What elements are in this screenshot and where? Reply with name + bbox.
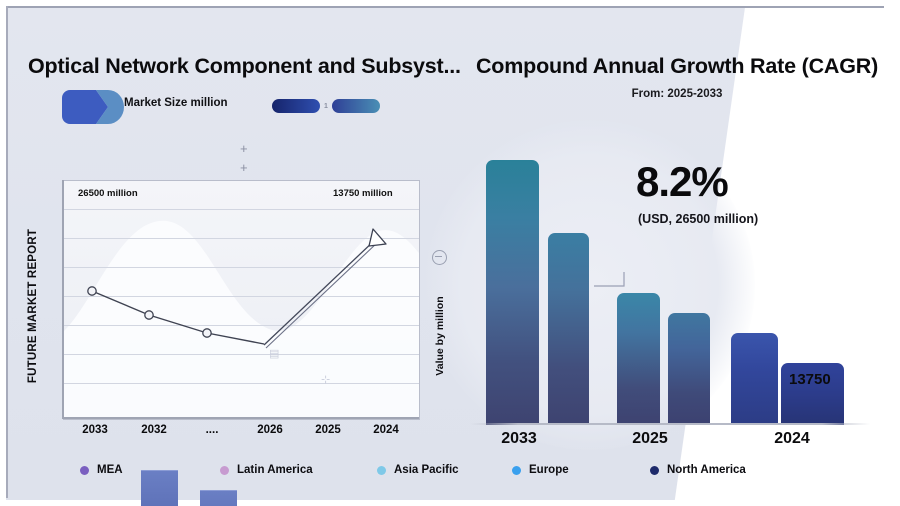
left-chart-plot-area: ▤ ⊹ [63,180,420,506]
legend-pills: 1 [272,99,380,113]
page-title-left: Optical Network Component and Subsyst... [28,54,461,78]
cagr-value: 8.2% [636,158,729,205]
legend-label-mea: MEA [97,464,123,476]
x-tick-dots: .... [205,424,219,436]
legend-label-asia-pacific: Asia Pacific [394,464,459,476]
rx-tick-2033: 2033 [501,430,537,447]
rbar-2033-secondary [548,233,589,425]
legend-dot-latin-america [220,465,229,475]
left-chart-bars [127,361,482,506]
rx-tick-2025: 2025 [632,430,668,447]
rbar-2025-secondary [668,313,710,425]
x-tick-2025: 2025 [315,424,341,436]
left-chart-secondary-y-label: Value by million [434,296,446,376]
slab-left-edge [6,6,8,498]
bar-2033 [141,470,178,506]
legend-pill-separator: 1 [324,102,328,110]
plus-icon-2: + [240,160,248,175]
legend-item-asia-pacific[interactable]: Asia Pacific [377,464,459,476]
x-tick-2032: 2032 [141,424,167,436]
legend-item-europe[interactable]: Europe [512,464,569,476]
slab-top-edge [6,6,884,8]
minus-circle-icon [432,250,447,265]
legend-item-north-america[interactable]: North America [650,464,746,476]
right-chart-baseline [470,423,870,425]
market-size-label: Market Size million [124,97,228,109]
legend-dot-north-america [650,465,659,475]
right-chart-tick-marker [594,272,625,287]
legend-item-latin-america[interactable]: Latin America [220,464,313,476]
left-chart-y-axis [62,180,64,419]
rbar-2033-primary [486,160,539,425]
left-chart-value-start: 26500 million [78,188,138,199]
cagr-units: (USD, 26500 million) [638,212,759,226]
left-chart-value-end: 13750 million [333,188,393,199]
legend-label-latin-america: Latin America [237,464,313,476]
right-chart-data-label: 13750 [789,371,831,388]
legend-pill-primary [272,99,320,113]
legend-dot-mea [80,465,89,475]
rbar-2025-primary [617,293,660,425]
left-chart-x-axis [62,417,419,419]
x-tick-2026: 2026 [257,424,283,436]
plus-icon-1: + [240,141,248,156]
rbar-2024-secondary [781,363,844,425]
legend-dot-europe [512,465,521,475]
rbar-2024-primary [731,333,778,425]
left-chart-x-tick-labels: 2033 2032 .... 2026 2025 2024 [63,424,420,444]
ghost-icon-square: ⊹ [321,374,331,386]
bar-2032 [200,490,237,506]
legend-dot-asia-pacific [377,465,386,475]
region-legend: MEA Latin America Asia Pacific Europe No… [80,464,820,488]
right-chart-x-tick-labels: 2033 2025 2024 [470,430,880,454]
ghost-icon-list: ▤ [269,348,280,360]
market-size-icon [62,90,124,124]
x-tick-2033: 2033 [82,424,108,436]
page-title-right: Compound Annual Growth Rate (CAGR) [475,54,879,78]
legend-pill-secondary [331,99,380,113]
right-chart-bars [470,150,880,425]
legend-label-europe: Europe [529,464,569,476]
subtitle-period: From: 2025-2033 [631,88,723,100]
rx-tick-2024: 2024 [774,430,810,447]
legend-label-north-america: North America [667,464,746,476]
left-chart-y-axis-label: FUTURE MARKET REPORT [27,228,39,384]
legend-item-mea[interactable]: MEA [80,464,123,476]
x-tick-2024: 2024 [373,424,399,436]
